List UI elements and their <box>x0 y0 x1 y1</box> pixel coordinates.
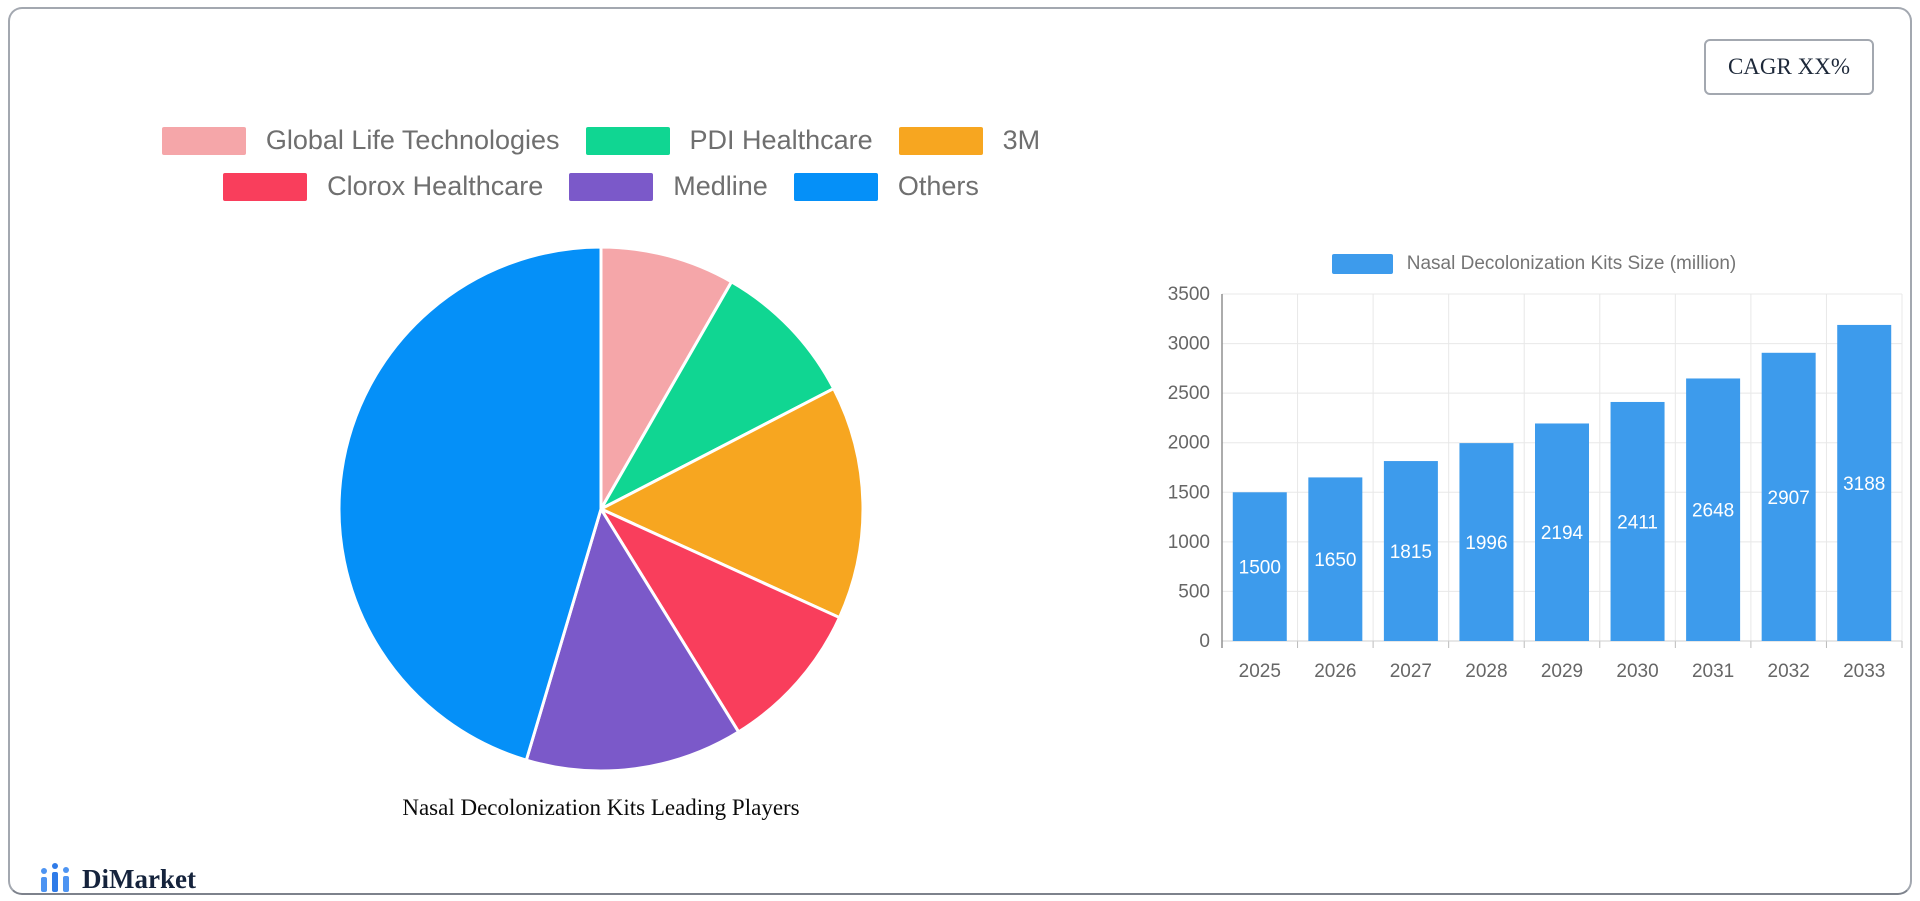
brand-name: DiMarket <box>82 864 196 894</box>
y-tick-label-3000: 3000 <box>1168 334 1210 355</box>
legend-item-global-life-technologies[interactable]: Global Life Technologies <box>161 125 560 156</box>
y-tick-label-1500: 1500 <box>1168 482 1210 503</box>
bar-2033 <box>1837 324 1892 641</box>
legend-label-clorox-healthcare: Clorox Healthcare <box>327 171 544 201</box>
bar-2025 <box>1232 492 1287 641</box>
report-card: CAGR XX% Global Life Technologies PDI Hea… <box>8 7 1912 895</box>
legend-label-3m: 3M <box>1002 125 1041 155</box>
bar-legend-label: Nasal Decolonization Kits Size (million) <box>1406 253 1737 274</box>
legend-swatch-clorox-healthcare <box>223 172 308 201</box>
pie-legend: Global Life Technologies PDI Healthcare 3M… <box>121 125 1081 202</box>
bar-2032 <box>1761 352 1816 641</box>
y-tick-label-3500: 3500 <box>1168 284 1210 305</box>
bar-value-label-2025: 1500 <box>1239 558 1281 579</box>
legend-swatch-medline <box>569 172 654 201</box>
y-tick-label-2000: 2000 <box>1168 433 1210 454</box>
legend-label-medline: Medline <box>673 171 768 201</box>
legend-label-global-life-technologies: Global Life Technologies <box>265 125 560 155</box>
cagr-badge: CAGR XX% <box>1703 39 1874 95</box>
bar-2027 <box>1383 461 1438 641</box>
pie-slice-3m <box>599 387 865 620</box>
legend-label-others: Others <box>897 171 979 201</box>
legend-item-medline[interactable]: Medline <box>569 171 768 202</box>
pie-title: Nasal Decolonization Kits Leading Player… <box>402 795 800 820</box>
pie-slice-medline <box>524 507 741 773</box>
bar-value-label-2029: 2194 <box>1541 523 1584 544</box>
pie-slice-others <box>337 245 603 762</box>
bar-2029 <box>1535 423 1589 641</box>
bar-chart-panel: 0 500 1000 1500 2000 2500 3000 3500 1500 2025 1650… <box>1090 249 1910 709</box>
bar-2028 <box>1459 443 1514 641</box>
x-tick-label-2026: 2026 <box>1314 661 1356 682</box>
legend-swatch-global-life-technologies <box>161 126 246 155</box>
x-tick-label-2031: 2031 <box>1692 661 1734 682</box>
bar-value-label-2027: 1815 <box>1390 542 1432 563</box>
x-tick-label-2025: 2025 <box>1239 661 1281 682</box>
bar-value-label-2026: 1650 <box>1314 550 1356 571</box>
bar-value-label-2028: 1996 <box>1465 533 1507 554</box>
bar-chart: 0 500 1000 1500 2000 2500 3000 3500 1500 2025 1650… <box>1168 284 1903 682</box>
pie-legend-row: Global Life Technologies PDI Healthcare 3M <box>121 125 1081 156</box>
x-tick-label-2032: 2032 <box>1768 661 1810 682</box>
legend-label-pdi-healthcare: PDI Healthcare <box>689 125 873 155</box>
bar-2026 <box>1308 477 1363 641</box>
legend-item-3m[interactable]: 3M <box>898 125 1041 156</box>
cagr-badge-label: CAGR XX% <box>1727 54 1850 79</box>
pie-chart <box>337 245 865 773</box>
bar-value-label-2031: 2648 <box>1692 501 1734 522</box>
legend-swatch-3m <box>898 126 983 155</box>
legend-item-pdi-healthcare[interactable]: PDI Healthcare <box>585 125 873 156</box>
brand-logo: DiMarket <box>38 862 196 894</box>
x-tick-label-2030: 2030 <box>1616 661 1658 682</box>
x-tick-label-2033: 2033 <box>1843 661 1885 682</box>
y-tick-label-0: 0 <box>1199 631 1210 652</box>
pie-legend-row: Clorox Healthcare Medline Others <box>121 171 1081 202</box>
bar-2030 <box>1610 401 1665 641</box>
bar-value-label-2030: 2411 <box>1617 512 1658 533</box>
legend-swatch-others <box>793 172 878 201</box>
x-tick-label-2027: 2027 <box>1390 661 1432 682</box>
x-tick-label-2028: 2028 <box>1465 661 1507 682</box>
bar-value-label-2032: 2907 <box>1768 488 1810 509</box>
bar-legend-swatch <box>1331 254 1393 274</box>
y-tick-label-2500: 2500 <box>1168 383 1210 404</box>
y-tick-label-1000: 1000 <box>1168 532 1210 553</box>
y-tick-label-500: 500 <box>1178 581 1210 602</box>
bar-value-label-2033: 3188 <box>1843 474 1885 495</box>
legend-item-others[interactable]: Others <box>793 171 979 202</box>
legend-swatch-pdi-healthcare <box>585 126 670 155</box>
pie-slice-global-life-technologies <box>599 245 734 511</box>
x-tick-label-2029: 2029 <box>1541 661 1583 682</box>
bar-legend-item[interactable]: Nasal Decolonization Kits Size (million) <box>1124 253 1920 275</box>
pie-slice-clorox-healthcare <box>599 507 841 734</box>
bar-chart-icon <box>41 863 69 892</box>
pie-slice-pdi-healthcare <box>599 280 836 511</box>
legend-item-clorox-healthcare[interactable]: Clorox Healthcare <box>223 171 543 202</box>
bar-2031 <box>1686 378 1741 641</box>
